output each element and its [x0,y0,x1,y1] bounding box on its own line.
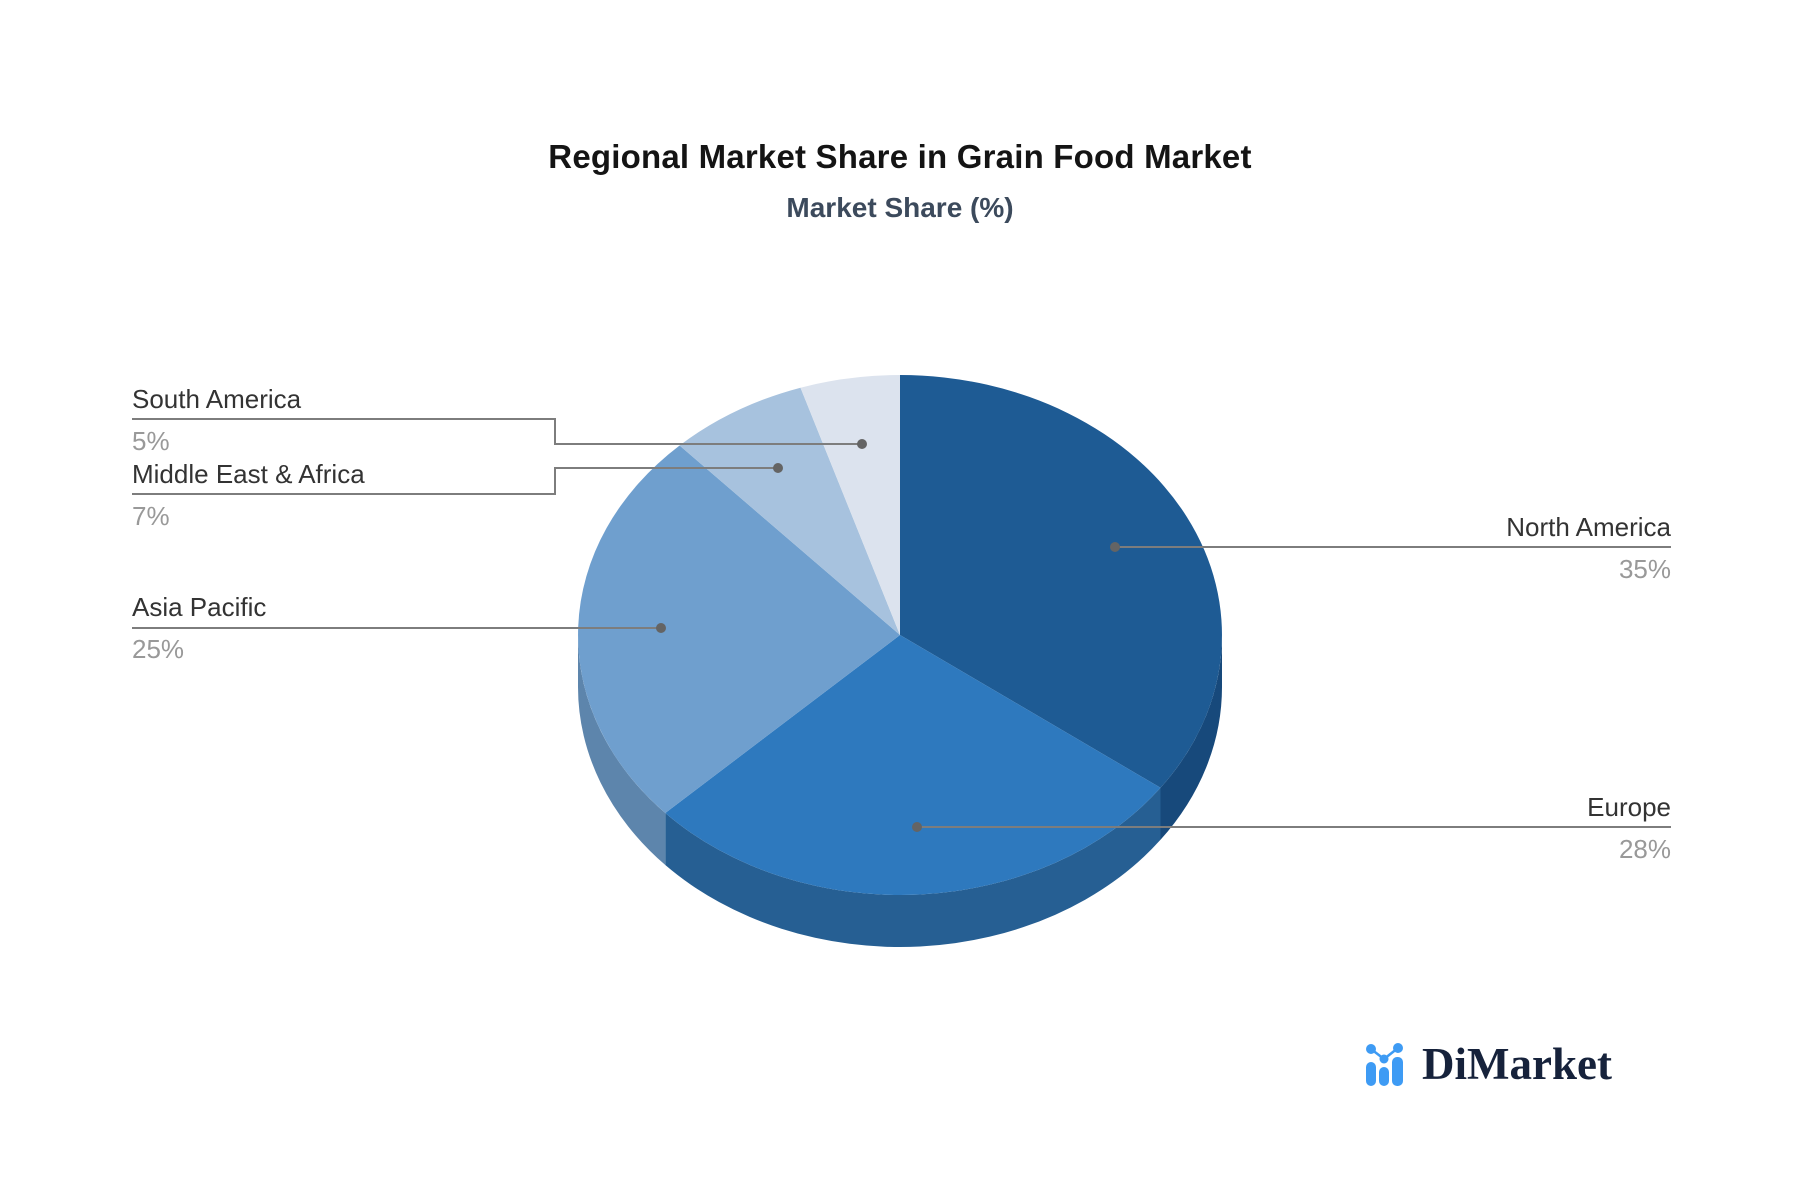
pie-side-north-america [1160,635,1222,840]
leader-dot-europe [912,822,922,832]
value-south-america: 5% [132,426,170,456]
leader-dot-asia-pacific [656,623,666,633]
chart-subtitle: Market Share (%) [786,192,1014,223]
leader-line-middle-east-africa [132,467,778,495]
pie-slice-south-america[interactable] [800,374,901,635]
chart-title: Regional Market Share in Grain Food Mark… [548,138,1252,175]
label-asia-pacific: Asia Pacific [132,592,267,622]
leader-line-south-america [132,418,862,445]
label-middle-east-africa: Middle East & Africa [132,459,365,489]
pie-side-europe [665,787,1161,947]
leader-dot-north-america [1110,542,1120,552]
leader-dot-south-america [857,439,867,449]
label-europe: Europe [1587,792,1671,822]
value-north-america: 35% [1618,554,1671,584]
brand-logo: DiMarket [1364,1040,1612,1088]
pie-slice-north-america[interactable] [900,375,1222,788]
pie-slice-middle-east-africa[interactable] [679,387,900,635]
value-europe: 28% [1618,834,1671,864]
bar-chart-trend-icon [1366,1043,1403,1086]
value-asia-pacific: 25% [132,634,185,664]
brand-logo-text: DiMarket [1422,1039,1612,1089]
label-north-america: North America [1506,512,1671,542]
pie-slice-europe[interactable] [665,635,1161,895]
pie-slice-asia-pacific[interactable] [578,445,900,814]
value-middle-east-africa: 7% [132,501,170,531]
pie-side-asia-pacific [578,635,666,865]
label-south-america: South America [132,384,302,414]
leader-dot-middle-east-africa [773,463,783,473]
